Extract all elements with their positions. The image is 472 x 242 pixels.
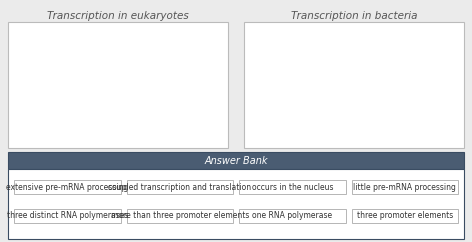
Text: coupled transcription and translation: coupled transcription and translation <box>108 182 251 191</box>
Bar <box>126 209 233 223</box>
Text: Transcription in bacteria: Transcription in bacteria <box>291 11 417 21</box>
Text: little pre-mRNA processing: little pre-mRNA processing <box>354 182 456 191</box>
Bar <box>8 22 228 148</box>
Text: three promoter elements: three promoter elements <box>357 212 453 220</box>
Text: occurs in the nucleus: occurs in the nucleus <box>252 182 333 191</box>
Text: more than three promoter elements: more than three promoter elements <box>110 212 249 220</box>
Bar <box>8 169 464 239</box>
Bar <box>239 209 346 223</box>
Bar <box>14 209 120 223</box>
Text: three distinct RNA polymerases: three distinct RNA polymerases <box>7 212 128 220</box>
Bar <box>244 22 464 148</box>
Bar <box>14 180 120 194</box>
Text: extensive pre-mRNA processing: extensive pre-mRNA processing <box>6 182 128 191</box>
Bar <box>126 180 233 194</box>
Bar <box>352 209 458 223</box>
Text: Transcription in eukaryotes: Transcription in eukaryotes <box>47 11 189 21</box>
Bar <box>239 180 346 194</box>
Text: Answer Bank: Answer Bank <box>204 156 268 166</box>
Bar <box>8 152 464 169</box>
Text: one RNA polymerase: one RNA polymerase <box>252 212 332 220</box>
Bar <box>352 180 458 194</box>
